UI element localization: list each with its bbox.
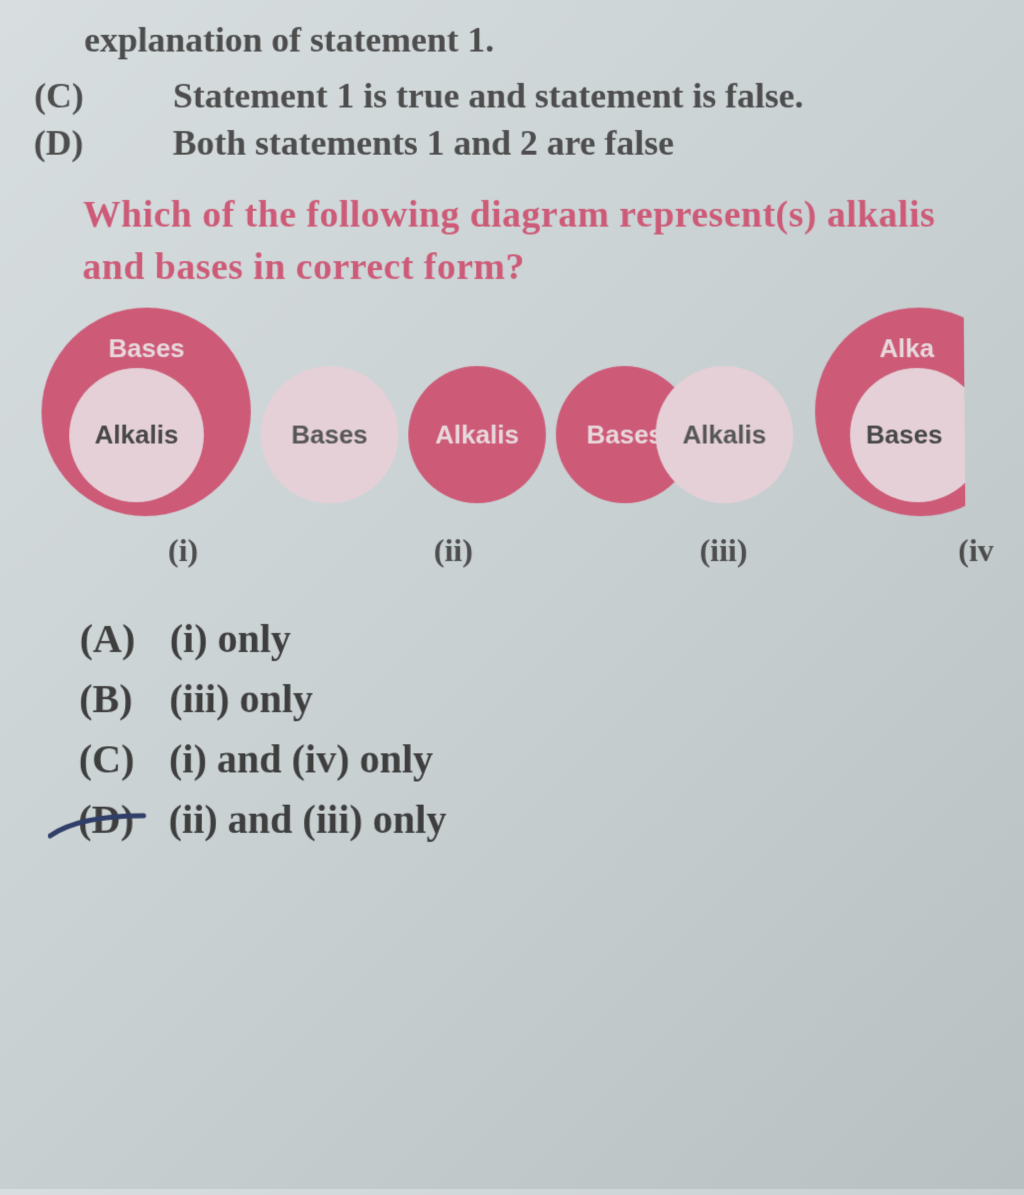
diagram-i-outer-label: Bases (108, 334, 184, 365)
answer-label-d: (D) (78, 790, 169, 850)
roman-numeral-row: (i) (ii) (iii) (iv (60, 532, 994, 569)
roman-iv: (iv (846, 532, 994, 569)
answer-a: (A) (i) only (79, 609, 994, 669)
diagram-i-inner-label: Alkalis (95, 420, 179, 451)
diagram-ii: Bases Alkalis (260, 366, 546, 503)
option-label-c: (C) (103, 72, 173, 120)
answer-d: (D) (ii) and (iii) only (78, 790, 996, 850)
answer-text-d: (ii) and (iii) only (168, 790, 446, 850)
previous-option-d: (D)Both statements 1 and 2 are false (153, 119, 991, 167)
option-label-d: (D) (103, 119, 173, 167)
page: explanation of statement 1. (C)Statement… (0, 6, 1024, 1194)
answer-label-a: (A) (79, 609, 169, 669)
roman-iii: (iii) (601, 532, 847, 569)
diagram-iv: Alka Bases (805, 308, 966, 517)
answer-b: (B) (iii) only (79, 669, 995, 729)
diagram-ii-left-circle: Bases (260, 366, 398, 503)
diagram-iii: Bases Alkalis (556, 360, 796, 509)
option-text-c: Statement 1 is true and statement is fal… (173, 76, 804, 115)
answer-c: (C) (i) and (iv) only (79, 729, 996, 789)
roman-i: (i) (60, 532, 306, 569)
answer-text-a: (i) only (170, 609, 292, 669)
diagrams-row: Bases Alkalis Bases Alkalis Bases Alkali… (41, 308, 994, 517)
diagram-ii-left-label: Bases (291, 419, 368, 450)
answer-text-b: (iii) only (169, 669, 313, 729)
diagram-iii-right-circle: Alkalis (655, 366, 793, 503)
option-text-d: Both statements 1 and 2 are false (173, 123, 675, 162)
answer-options: (A) (i) only (B) (iii) only (C) (i) and … (78, 609, 996, 850)
answer-text-c: (i) and (iv) only (169, 729, 433, 789)
diagram-iv-inner-label: Bases (866, 420, 943, 451)
question-text: Which of the following diagram represent… (82, 189, 991, 294)
diagram-ii-right-label: Alkalis (435, 419, 519, 450)
roman-ii: (ii) (306, 532, 601, 569)
answer-label-b: (B) (79, 669, 170, 729)
previous-question-fragment: explanation of statement 1. (84, 16, 990, 64)
previous-option-c: (C)Statement 1 is true and statement is … (153, 72, 990, 120)
diagram-iii-right-label: Alkalis (683, 419, 767, 450)
diagram-i: Bases Alkalis (41, 308, 252, 517)
diagram-ii-right-circle: Alkalis (408, 366, 546, 503)
answer-label-d-text: (D) (78, 797, 134, 842)
diagram-iii-left-label: Bases (586, 419, 662, 450)
diagram-iv-outer-label: Alka (879, 334, 934, 365)
answer-label-c: (C) (79, 729, 170, 789)
diagram-i-inner-circle: Alkalis (69, 368, 205, 502)
